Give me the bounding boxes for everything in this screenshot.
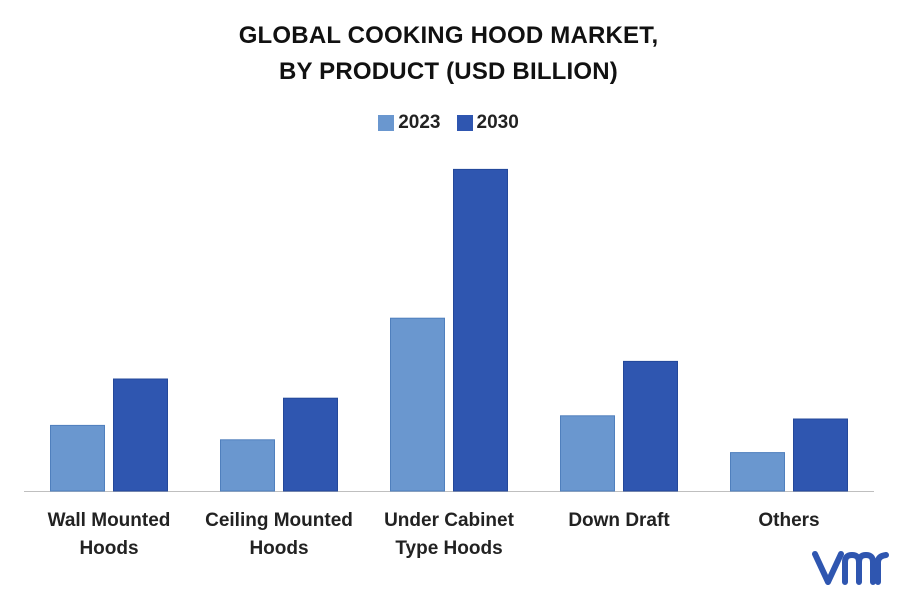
x-tick-label-0-1: Hoods xyxy=(79,538,138,559)
bar-2030-0 xyxy=(113,378,168,492)
chart-title-line-2: BY PRODUCT (USD BILLION) xyxy=(278,58,619,85)
bar-2030-2 xyxy=(453,168,508,492)
legend-item-2023: 2023 xyxy=(378,112,441,134)
bar-2030-1 xyxy=(283,397,338,492)
legend-item-2030: 2030 xyxy=(456,112,519,134)
x-tick-label-1-0: Ceiling Mounted xyxy=(205,510,353,531)
bar-2030-3 xyxy=(623,360,678,492)
bar-2023-4 xyxy=(730,452,785,492)
chart-legend: 2023 2030 xyxy=(0,112,897,134)
bar-2030-4 xyxy=(793,418,848,492)
bar-2023-3 xyxy=(560,415,615,492)
legend-swatch-2030 xyxy=(456,115,473,131)
x-tick-label-4-0: Others xyxy=(758,510,819,531)
legend-label-2030: 2030 xyxy=(476,112,519,133)
bar-2023-2 xyxy=(390,317,445,492)
legend-swatch-2023 xyxy=(378,115,395,131)
bar-2023-1 xyxy=(220,439,275,492)
x-tick-label-3-0: Down Draft xyxy=(568,510,670,531)
vmr-logo-icon xyxy=(812,551,889,585)
chart-title-line-1: GLOBAL COOKING HOOD MARKET, xyxy=(238,22,659,49)
x-tick-label-0-0: Wall Mounted xyxy=(48,510,171,531)
x-tick-label-2-1: Type Hoods xyxy=(395,538,502,559)
bar-2023-0 xyxy=(50,424,105,492)
legend-label-2023: 2023 xyxy=(398,112,441,133)
x-tick-label-2-0: Under Cabinet xyxy=(384,510,515,531)
x-tick-label-1-1: Hoods xyxy=(249,538,308,559)
